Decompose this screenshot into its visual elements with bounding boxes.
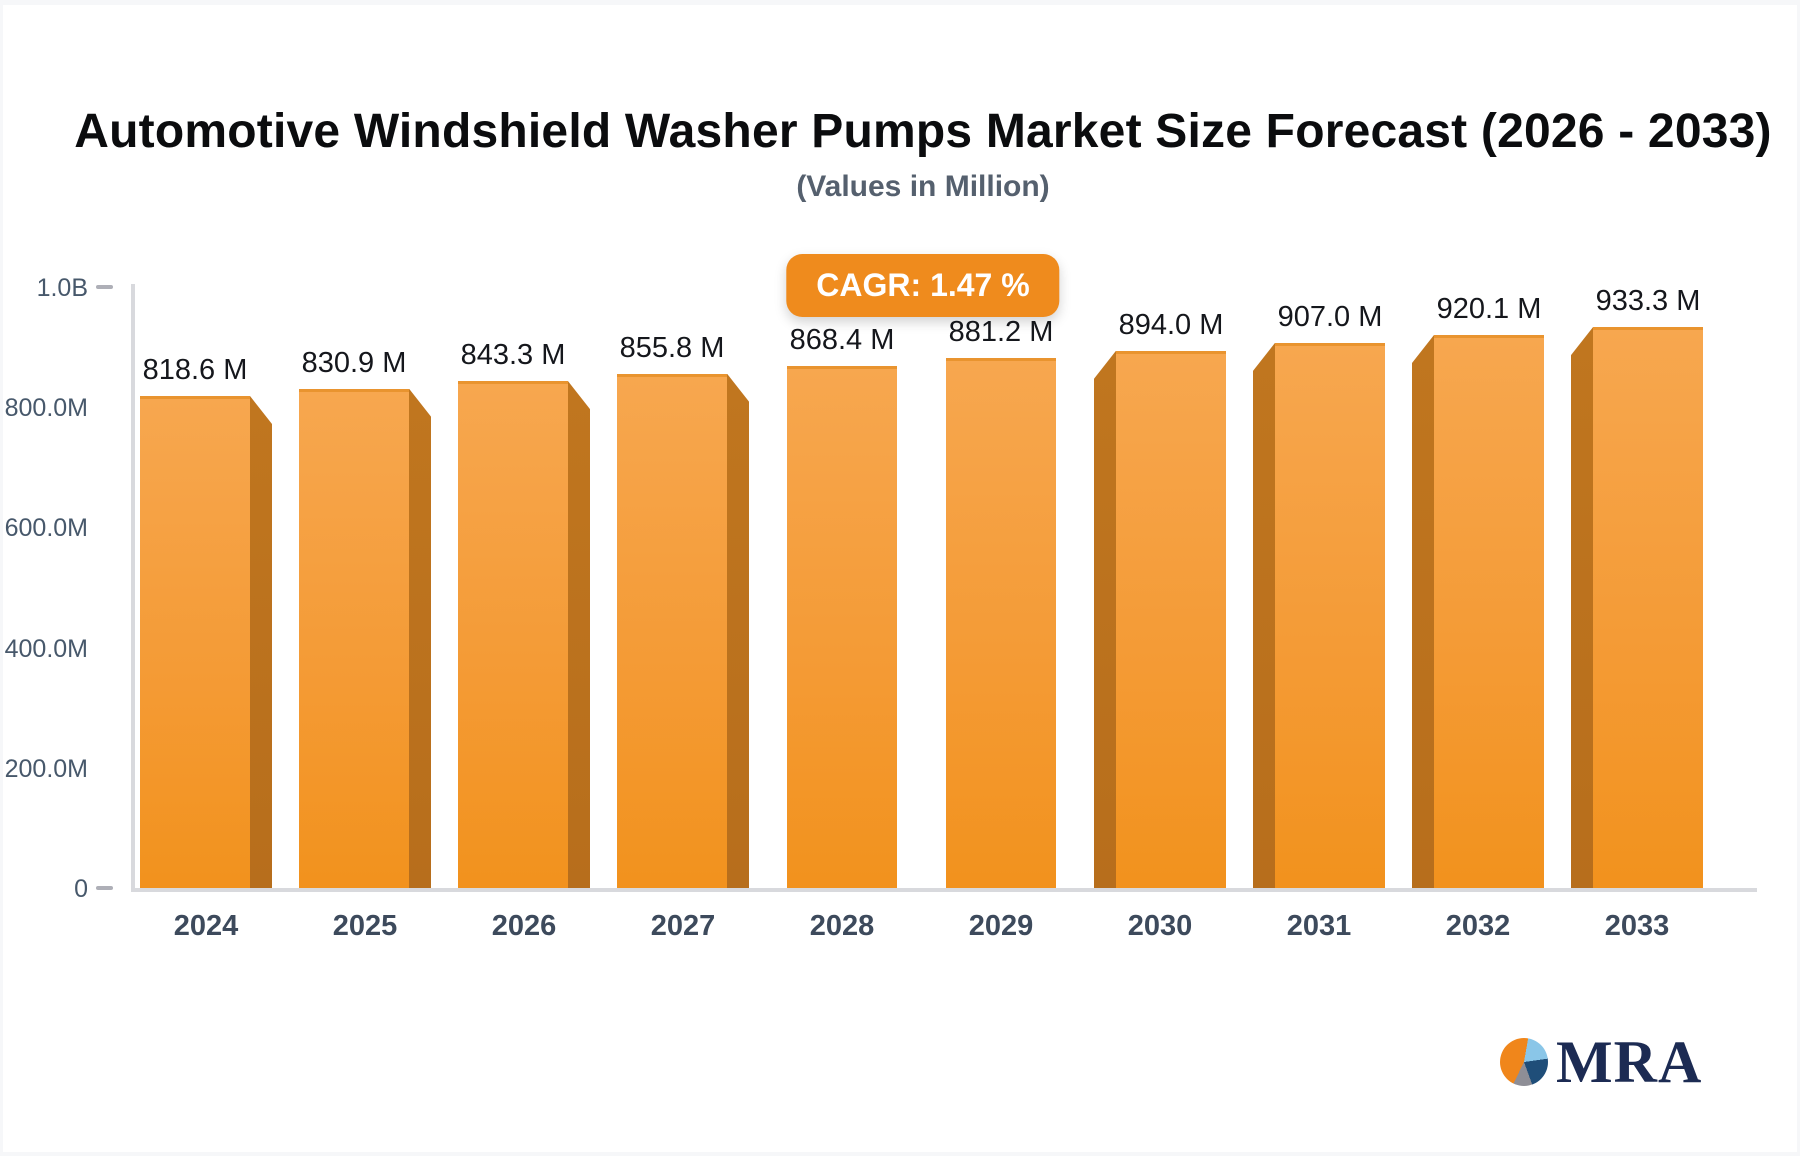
- y-tick-dash: [96, 285, 113, 289]
- bar-front-face: [140, 396, 250, 888]
- page-edge-top: [0, 0, 1800, 5]
- x-tick-label-2028: 2028: [809, 910, 875, 942]
- x-tick-label-2033: 2033: [1604, 910, 1670, 942]
- page-edge-left: [0, 0, 3, 1156]
- bar-value-label: 907.0 M: [1277, 300, 1383, 333]
- bar-2025: [299, 388, 431, 888]
- page-edge-right: [1797, 0, 1800, 1156]
- bar-2028: [787, 366, 897, 888]
- bar-front-face: [787, 366, 897, 888]
- bar-front-face: [299, 388, 409, 888]
- x-tick-label-2030: 2030: [1127, 910, 1193, 942]
- bar-value-label: 933.3 M: [1595, 285, 1701, 318]
- bar-2033: [1571, 327, 1703, 888]
- bar-2027: [617, 373, 749, 888]
- bar-2029: [946, 358, 1056, 888]
- bar-side-face: [568, 381, 590, 888]
- bar-side-face: [1094, 350, 1116, 888]
- x-tick-label-2031: 2031: [1286, 910, 1352, 942]
- bar-value-label: 894.0 M: [1118, 308, 1224, 341]
- bar-side-face: [1253, 342, 1275, 888]
- x-tick-label-2026: 2026: [491, 910, 557, 942]
- bar-front-face: [1434, 335, 1544, 888]
- cagr-badge: CAGR: 1.47 %: [786, 254, 1060, 317]
- chart-subtitle: (Values in Million): [796, 170, 1050, 203]
- bar-side-face: [1571, 327, 1593, 888]
- bar-2030: [1094, 350, 1226, 888]
- page-edge-bottom: [0, 1152, 1800, 1156]
- bar-value-label: 843.3 M: [460, 339, 566, 372]
- chart-title: Automotive Windshield Washer Pumps Marke…: [74, 105, 1772, 158]
- bar-front-face: [1116, 350, 1226, 888]
- brand-name: MRA: [1556, 1029, 1703, 1095]
- y-tick-label: 200.0M: [4, 754, 88, 783]
- bar-side-face: [250, 396, 272, 888]
- bar-side-face: [727, 373, 749, 888]
- x-tick-label-2027: 2027: [650, 910, 716, 942]
- x-tick-label-2029: 2029: [968, 910, 1034, 942]
- bar-front-face: [458, 381, 568, 888]
- brand-logo: MRA: [1500, 1029, 1703, 1095]
- y-tick-label: 1.0B: [36, 274, 88, 302]
- bar-value-label: 868.4 M: [789, 324, 895, 357]
- bar-side-face: [1412, 335, 1434, 888]
- bar-value-label: 855.8 M: [619, 331, 725, 364]
- bar-front-face: [1275, 342, 1385, 888]
- bar-front-face: [946, 358, 1056, 888]
- bar-value-label: 920.1 M: [1436, 293, 1542, 326]
- bar-side-face: [409, 388, 431, 888]
- x-tick-label-2024: 2024: [173, 910, 239, 942]
- bar-value-label: 818.6 M: [142, 354, 248, 387]
- y-tick-label: 600.0M: [4, 514, 88, 543]
- bar-2032: [1412, 335, 1544, 888]
- x-tick-label-2032: 2032: [1445, 910, 1511, 942]
- pie-chart-logo-icon: [1500, 1038, 1548, 1086]
- y-axis-line: [131, 284, 135, 892]
- bar-value-label: 881.2 M: [948, 316, 1054, 349]
- y-tick-label: 0: [74, 875, 88, 903]
- bar-front-face: [1593, 327, 1703, 888]
- bar-2024: [140, 396, 272, 888]
- x-axis-line: [131, 888, 1757, 892]
- bar-value-label: 830.9 M: [301, 346, 407, 379]
- y-tick-label: 800.0M: [4, 394, 88, 423]
- bar-2026: [458, 381, 590, 888]
- y-tick-label: 400.0M: [4, 634, 88, 663]
- y-tick-dash: [96, 886, 113, 890]
- bar-front-face: [617, 373, 727, 888]
- bar-2031: [1253, 342, 1385, 888]
- x-tick-label-2025: 2025: [332, 910, 398, 942]
